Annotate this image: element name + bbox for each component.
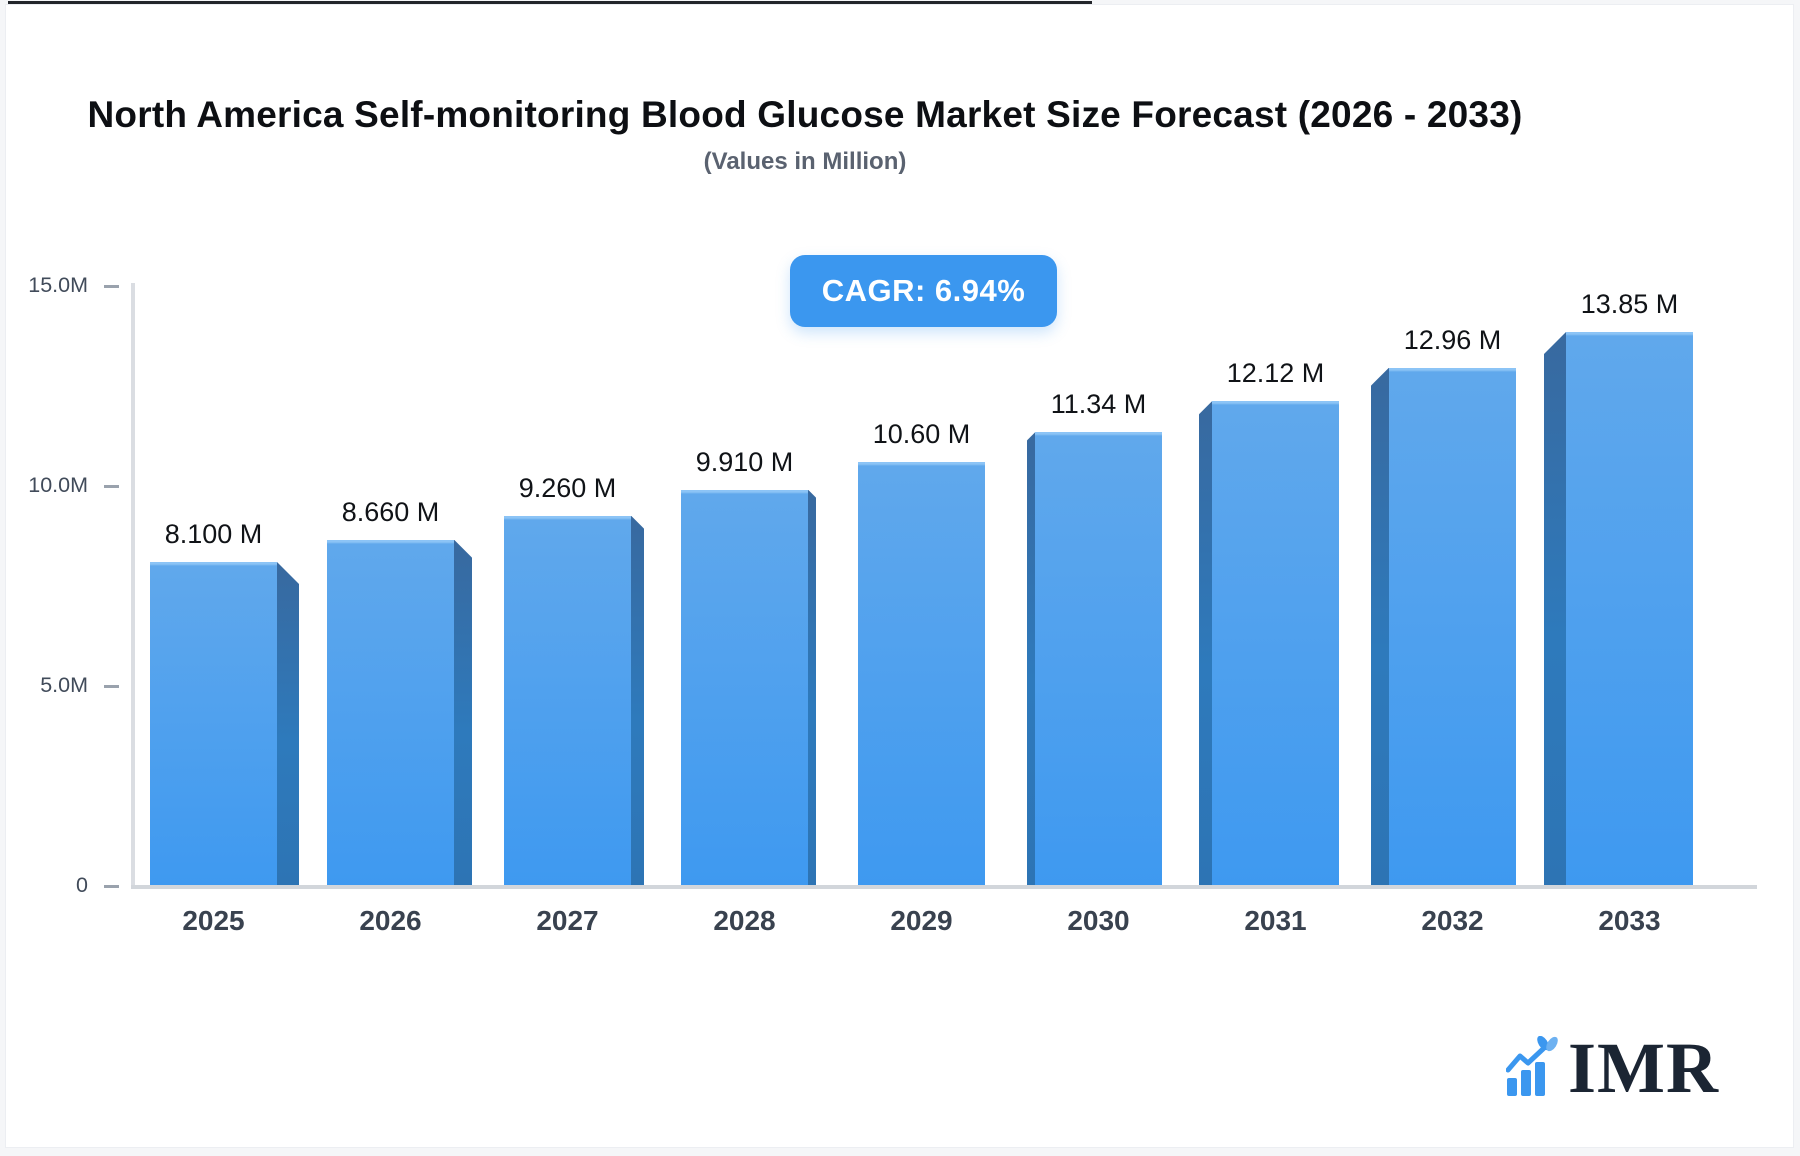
cagr-badge: CAGR: 6.94% xyxy=(790,255,1057,327)
y-axis-label-15.0M: 15.0M xyxy=(28,273,88,297)
x-axis-label-2027: 2027 xyxy=(536,905,599,936)
y-axis-tick-10.0M xyxy=(104,484,119,488)
bar-2027[interactable] xyxy=(504,515,631,888)
cagr-badge-label: CAGR: 6.94% xyxy=(821,273,1026,308)
bar-side-face-2026 xyxy=(454,539,472,888)
bar-2033[interactable] xyxy=(1566,332,1693,888)
bar-2032[interactable] xyxy=(1389,367,1516,888)
y-axis-label-10.0M: 10.0M xyxy=(28,473,88,497)
y-axis-label-0: 0 xyxy=(76,873,88,897)
bar-side-face-2033 xyxy=(1544,332,1566,888)
y-axis-label-5.0M: 5.0M xyxy=(40,673,88,697)
x-axis-label-2028: 2028 xyxy=(713,905,776,936)
x-axis-label-2032: 2032 xyxy=(1421,905,1484,936)
bar-value-label-2031: 12.12 M xyxy=(1226,358,1325,389)
top-border-line xyxy=(8,1,1092,4)
bar-side-face-2028 xyxy=(808,489,816,888)
bar-value-label-2025: 8.100 M xyxy=(164,519,263,549)
imr-logo: IMR xyxy=(1506,1028,1719,1108)
bar-chart-growth-leaf-icon xyxy=(1506,1036,1558,1096)
x-axis-baseline xyxy=(131,885,1757,889)
x-axis-label-2030: 2030 xyxy=(1067,905,1130,936)
bar-2029[interactable] xyxy=(858,462,985,888)
bar-side-face-2027 xyxy=(631,515,644,888)
chart-title: North America Self-monitoring Blood Gluc… xyxy=(87,94,1523,135)
bar-value-label-2032: 12.96 M xyxy=(1403,324,1502,355)
x-axis-label-2025: 2025 xyxy=(182,905,245,936)
bar-value-label-2026: 8.660 M xyxy=(341,496,440,527)
bar-2028[interactable] xyxy=(681,489,808,888)
x-axis-label-2031: 2031 xyxy=(1244,905,1307,936)
bar-side-face-2032 xyxy=(1371,367,1389,888)
bar-2026[interactable] xyxy=(327,539,454,888)
x-axis-label-2033: 2033 xyxy=(1598,905,1661,936)
bar-value-label-2030: 11.34 M xyxy=(1050,389,1147,420)
bar-2030[interactable] xyxy=(1035,432,1162,888)
bar-value-label-2029: 10.60 M xyxy=(872,419,971,449)
bar-side-face-2030 xyxy=(1027,432,1035,888)
bar-2031[interactable] xyxy=(1212,401,1339,888)
bar-value-label-2028: 9.910 M xyxy=(695,446,794,477)
bar-value-label-2033: 13.85 M xyxy=(1580,289,1679,319)
logo-text: IMR xyxy=(1568,1028,1719,1108)
y-axis-tick-15.0M xyxy=(104,284,119,288)
y-axis-line xyxy=(131,283,135,889)
y-axis-tick-5.0M xyxy=(104,684,119,688)
x-axis-label-2026: 2026 xyxy=(359,905,422,936)
bar-value-label-2027: 9.260 M xyxy=(518,472,617,503)
bar-side-face-2031 xyxy=(1199,401,1212,888)
x-axis-label-2029: 2029 xyxy=(890,905,953,936)
y-axis-tick-0 xyxy=(104,884,119,888)
chart-subtitle: (Values in Million) xyxy=(703,148,907,175)
bar-side-face-2025 xyxy=(277,562,299,888)
bar-2025[interactable] xyxy=(150,562,277,888)
